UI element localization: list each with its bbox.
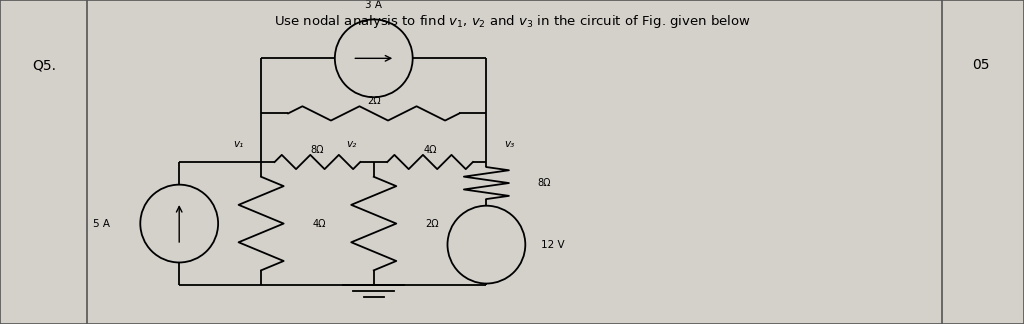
Text: v₂: v₂	[346, 139, 356, 149]
Text: 8Ω: 8Ω	[310, 145, 325, 155]
Text: 2Ω: 2Ω	[367, 96, 381, 106]
Text: Q5.: Q5.	[32, 58, 56, 72]
Text: 4Ω: 4Ω	[423, 145, 437, 155]
Text: 2Ω: 2Ω	[425, 219, 438, 228]
Text: v₁: v₁	[233, 139, 244, 149]
Text: 12 V: 12 V	[541, 240, 564, 249]
Text: 5 A: 5 A	[92, 219, 110, 228]
Text: 8Ω: 8Ω	[538, 178, 551, 188]
Text: 05: 05	[972, 58, 990, 72]
Text: 3 A: 3 A	[366, 0, 382, 10]
Text: Use nodal analysis to find $v_1$, $v_2$ and $v_3$ in the circuit of Fig. given b: Use nodal analysis to find $v_1$, $v_2$ …	[273, 13, 751, 30]
Text: 4Ω: 4Ω	[312, 219, 326, 228]
Text: v₃: v₃	[504, 139, 514, 149]
